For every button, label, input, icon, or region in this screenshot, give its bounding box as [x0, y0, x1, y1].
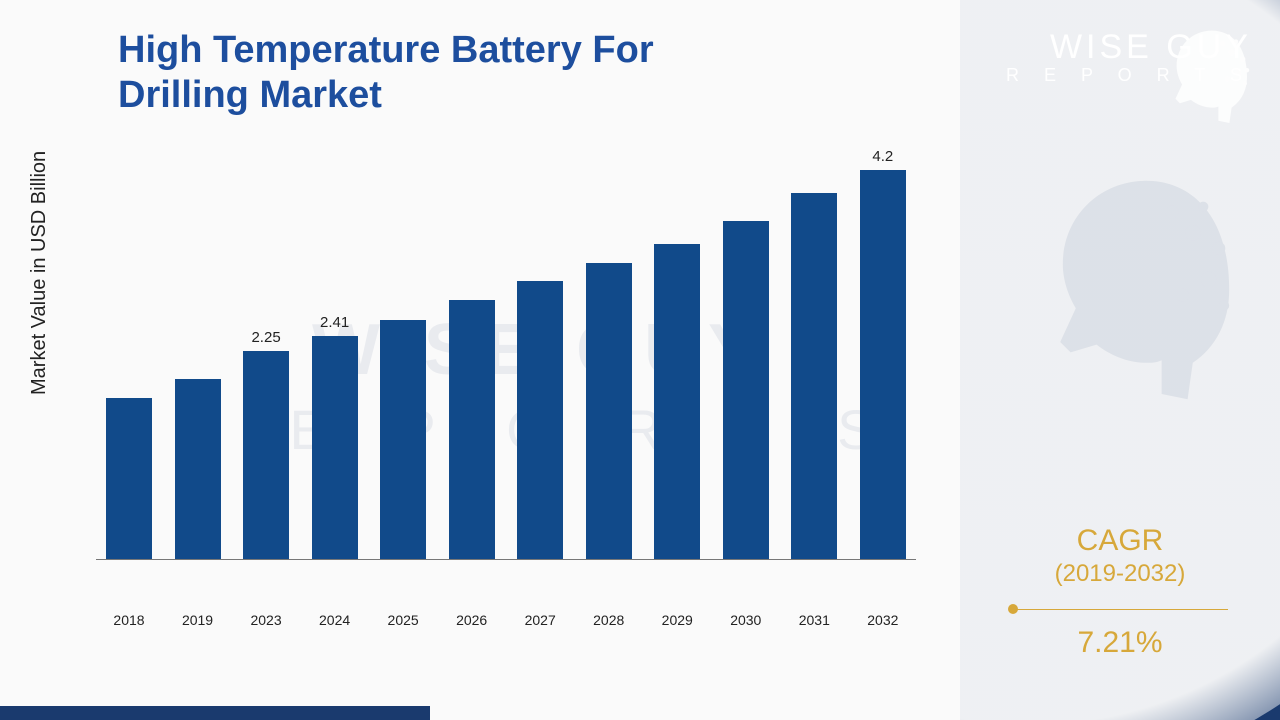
bar — [106, 398, 152, 561]
brand-line2: R E P O R T S — [1006, 65, 1252, 86]
bar-wrap — [445, 300, 499, 560]
bar-value-label: 4.2 — [872, 148, 893, 165]
bar-value-label: 2.41 — [320, 314, 349, 331]
x-tick-label: 2027 — [513, 612, 567, 628]
x-axis-line — [96, 559, 916, 560]
x-tick-label: 2018 — [102, 612, 156, 628]
cagr-range: (2019-2032) — [1000, 560, 1240, 588]
x-tick-label: 2025 — [376, 612, 430, 628]
x-tick-label: 2028 — [582, 612, 636, 628]
x-ticks: 2018 2019 2023 2024 2025 2026 2027 2028 2029 2030… — [96, 612, 916, 628]
x-tick-label: 2032 — [856, 612, 910, 628]
bar-wrap — [582, 263, 636, 560]
cagr-block: CAGR (2019-2032) 7.21% — [1000, 524, 1240, 660]
bar-wrap — [650, 244, 704, 560]
x-tick-label: 2030 — [719, 612, 773, 628]
bar: 2.25 — [243, 351, 289, 560]
bar — [791, 193, 837, 560]
cagr-label: CAGR — [1000, 524, 1240, 558]
brand-logo: WISE GUY R E P O R T S — [1006, 28, 1252, 86]
x-tick-label: 2019 — [171, 612, 225, 628]
bar — [654, 244, 700, 560]
page-title: High Temperature Battery For Drilling Ma… — [118, 28, 738, 118]
bar — [380, 320, 426, 560]
market-report-figure: WISE GUY R E P O R T S High Temperature … — [0, 0, 1280, 720]
bar: 2.41 — [312, 336, 358, 560]
bar-wrap — [513, 281, 567, 560]
bar — [175, 379, 221, 560]
bars-container: 2.25 2.41 4.2 — [96, 170, 916, 560]
x-tick-label: 2029 — [650, 612, 704, 628]
bar-wrap — [787, 193, 841, 560]
bar-wrap — [376, 320, 430, 560]
x-tick-label: 2023 — [239, 612, 293, 628]
bar-wrap — [719, 221, 773, 560]
x-tick-label: 2024 — [308, 612, 362, 628]
bar-chart: 2.252.414.2 2018201920232024202520262027… — [96, 170, 916, 600]
bar — [723, 221, 769, 560]
bar-value-label: 2.25 — [251, 329, 280, 346]
bar — [517, 281, 563, 560]
bar-wrap: 4.2 — [856, 170, 910, 560]
bar-wrap — [171, 379, 225, 560]
plot-area: 2.25 2.41 4.2 — [96, 170, 916, 560]
bottom-accent-strip — [0, 706, 430, 720]
bar — [586, 263, 632, 560]
bar: 4.2 — [860, 170, 906, 560]
bar-wrap — [102, 398, 156, 561]
cagr-value: 7.21% — [1000, 626, 1240, 660]
bar-wrap: 2.41 — [308, 336, 362, 560]
cagr-divider — [1012, 606, 1228, 612]
bar-wrap: 2.25 — [239, 351, 293, 560]
brand-line1: WISE GUY — [1006, 28, 1252, 67]
bar — [449, 300, 495, 560]
x-tick-label: 2031 — [787, 612, 841, 628]
x-tick-label: 2026 — [445, 612, 499, 628]
y-axis-label: Market Value in USD Billion — [28, 151, 51, 395]
